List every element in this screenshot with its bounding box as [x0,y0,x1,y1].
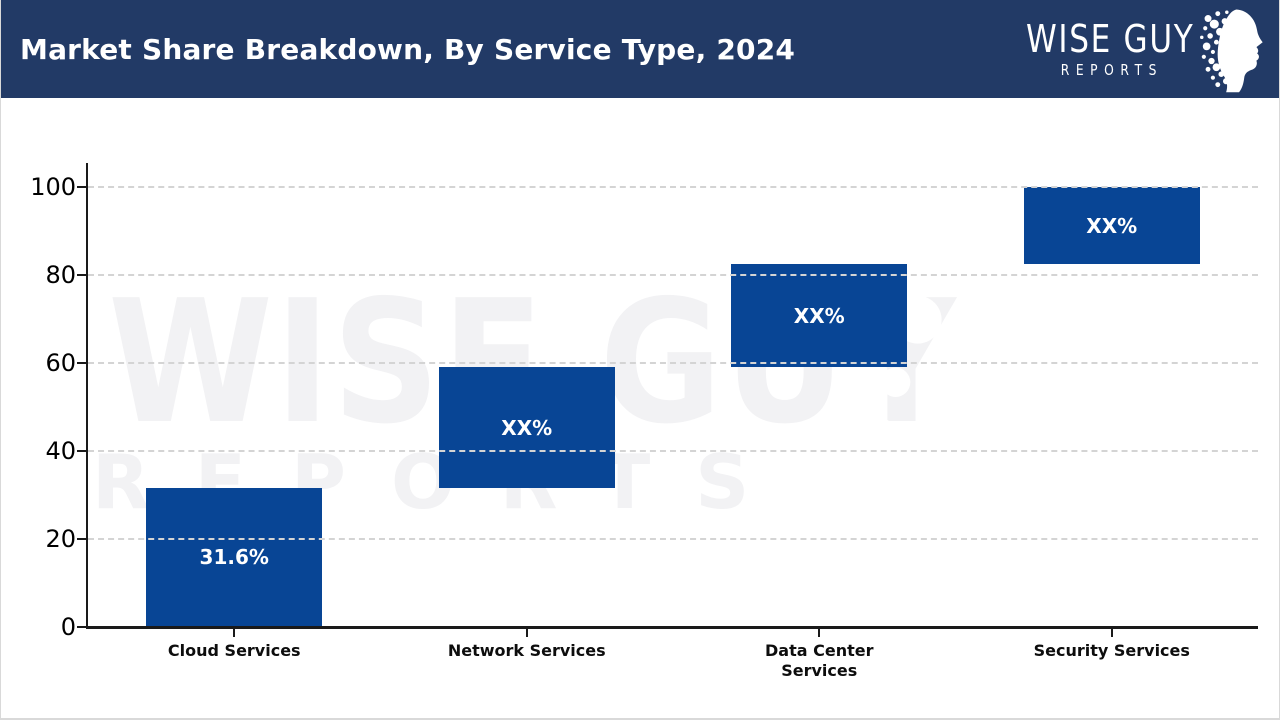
y-tick-label: 40 [45,437,76,465]
x-tick-mark [525,629,528,637]
logo-line1: WISE GUY [1025,16,1194,61]
y-tick-label: 20 [45,525,76,553]
x-tick-label: Network Services [447,641,606,660]
y-tick-mark [77,186,86,188]
bar-network-services [438,367,615,488]
y-tick-mark [77,362,86,364]
x-tick-label: Security Services [1033,641,1190,660]
x-axis-line [86,626,1258,629]
x-tick-label: Data Center Services [765,641,874,680]
bar-security-services [1023,187,1200,265]
logo-line2: REPORTS [1060,60,1163,79]
bar-data-center-services [731,264,908,368]
wise-guy-reports-logo: WISE GUY REPORTS [989,6,1266,93]
gridline [88,450,1258,452]
y-tick-mark [77,450,86,452]
y-tick-label: 100 [30,173,76,201]
chart-area: WISE GUY REPORTS 02040608010031.6%Cloud … [0,98,1280,720]
gridline [88,186,1258,188]
bar-value-label: XX% [793,303,845,328]
bar-cloud-services [146,487,323,627]
y-axis-line [86,163,88,627]
gridline [88,274,1258,276]
chart-title: Market Share Breakdown, By Service Type,… [20,32,796,66]
y-tick-label: 60 [45,349,76,377]
bar-value-label: 31.6% [199,545,269,570]
y-tick-mark [77,274,86,276]
gridline [88,538,1258,540]
x-tick-mark [818,629,821,637]
bar-value-label: XX% [1086,213,1138,238]
gridline [88,362,1258,364]
header-bar: Market Share Breakdown, By Service Type,… [0,0,1280,98]
logo-wordmark: WISE GUY REPORTS [1026,20,1194,79]
wise-guy-head-icon [1200,8,1263,92]
x-tick-mark [233,629,236,637]
bar-value-label: XX% [501,415,553,440]
y-tick-mark [77,626,86,628]
x-tick-label: Cloud Services [167,641,301,660]
y-tick-mark [77,538,86,540]
y-tick-label: 0 [60,613,76,641]
y-tick-label: 80 [45,261,76,289]
x-tick-mark [1110,629,1113,637]
